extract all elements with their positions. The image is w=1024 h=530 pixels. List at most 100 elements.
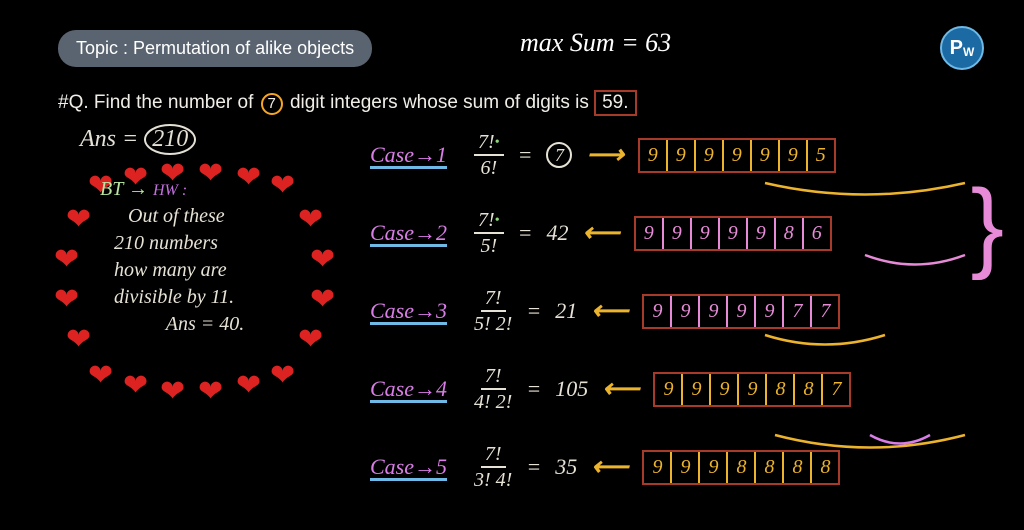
heart-icon: ❤: [310, 282, 335, 317]
logo-p: P: [950, 37, 963, 60]
digit-box: 9999887: [653, 372, 851, 407]
heart-icon: ❤: [66, 202, 91, 237]
digit-cell: 9: [672, 452, 700, 483]
case-fraction: 7!5! 2!: [474, 288, 512, 334]
case-label: Case→2: [370, 220, 460, 246]
hw-line4: divisible by 11.: [100, 284, 310, 311]
digit-cell: 5: [808, 140, 834, 171]
arrow-left-icon: ⟵: [591, 452, 628, 482]
digit-cell: 8: [776, 218, 804, 249]
cases-column: Case→17!•6!=7⟶9999995Case→27!•5!=42⟵9999…: [370, 130, 851, 520]
swoosh-icon: [860, 250, 970, 272]
ans-label: Ans =: [80, 126, 138, 152]
digit-cell: 8: [795, 374, 823, 405]
case-fraction: 7!•6!: [474, 132, 504, 178]
digit-box: 9999986: [634, 216, 832, 251]
ans-value: 210: [144, 124, 196, 155]
answer-line: Ans = 210: [80, 124, 196, 155]
logo-w: W: [963, 45, 974, 59]
digit-cell: 7: [812, 296, 838, 327]
heart-icon: ❤: [54, 282, 79, 317]
digit-cell: 9: [724, 140, 752, 171]
case-fraction: 7!3! 4!: [474, 444, 512, 490]
topic-pill: Topic : Permutation of alike objects: [58, 30, 372, 67]
digit-cell: 9: [739, 374, 767, 405]
heart-icon: ❤: [236, 368, 261, 403]
arrow-right-icon: ⟶: [586, 140, 623, 170]
digit-cell: 8: [756, 452, 784, 483]
digit-cell: 9: [644, 452, 672, 483]
heart-icon: ❤: [88, 358, 113, 393]
heart-icon: ❤: [270, 358, 295, 393]
arrow-left-icon: ⟵: [591, 296, 628, 326]
case-label: Case→4: [370, 376, 460, 402]
circled-7: 7: [261, 93, 283, 115]
digit-cell: 8: [728, 452, 756, 483]
case-value: 105: [555, 376, 588, 402]
case-row: Case→17!•6!=7⟶9999995: [370, 130, 851, 180]
digit-cell: 9: [752, 140, 780, 171]
hw-line2: 210 numbers: [100, 230, 310, 257]
case-label: Case→5: [370, 454, 460, 480]
hw-answer: Ans = 40.: [100, 311, 310, 338]
heart-icon: ❤: [66, 322, 91, 357]
case-label: Case→1: [370, 142, 460, 168]
heart-icon: ❤: [198, 374, 223, 409]
pw-logo: PW: [940, 26, 984, 70]
digit-cell: 9: [664, 218, 692, 249]
digit-cell: 8: [812, 452, 838, 483]
digit-cell: 9: [780, 140, 808, 171]
digit-cell: 9: [748, 218, 776, 249]
digit-box: 9998888: [642, 450, 840, 485]
digit-cell: 9: [720, 218, 748, 249]
heart-icon: ❤: [310, 242, 335, 277]
hw-line3: how many are: [100, 257, 310, 284]
arrow-left-icon: ⟵: [602, 374, 639, 404]
case-row: Case→5 7!3! 4! = 35 ⟵ 9998888: [370, 442, 851, 492]
heart-icon: ❤: [54, 242, 79, 277]
question-mid: digit integers whose sum of digits is: [290, 92, 589, 113]
bt-arrow: BT →: [100, 178, 148, 200]
digit-cell: 9: [668, 140, 696, 171]
digit-cell: 7: [823, 374, 849, 405]
digit-cell: 9: [640, 140, 668, 171]
arrow-left-icon: ⟵: [582, 218, 619, 248]
digit-cell: 9: [672, 296, 700, 327]
digit-cell: 9: [700, 452, 728, 483]
digit-cell: 9: [711, 374, 739, 405]
digit-cell: 9: [655, 374, 683, 405]
heart-icon: ❤: [123, 368, 148, 403]
digit-cell: 6: [804, 218, 830, 249]
hw-label: HW :: [153, 182, 187, 199]
max-sum-note: max Sum = 63: [520, 28, 671, 58]
digit-box: 9999977: [642, 294, 840, 329]
digit-cell: 7: [784, 296, 812, 327]
case-row: Case→27!•5!=42⟵9999986: [370, 208, 851, 258]
digit-cell: 9: [636, 218, 664, 249]
case-label: Case→3: [370, 298, 460, 324]
equals-sign: =: [518, 220, 533, 246]
boxed-59: 59.: [594, 90, 636, 116]
case-row: Case→37!5! 2!=21⟵9999977: [370, 286, 851, 336]
case-value: 42: [546, 220, 568, 246]
digit-cell: 9: [696, 140, 724, 171]
digit-cell: 9: [728, 296, 756, 327]
case-value: 35: [555, 454, 577, 480]
digit-cell: 9: [692, 218, 720, 249]
heart-icon: ❤: [160, 374, 185, 409]
digit-box: 9999995: [638, 138, 836, 173]
digit-cell: 9: [644, 296, 672, 327]
digit-cell: 8: [767, 374, 795, 405]
case-fraction: 7!4! 2!: [474, 366, 512, 412]
question-prefix: #Q. Find the number of: [58, 92, 253, 113]
digit-cell: 9: [700, 296, 728, 327]
digit-cell: 9: [756, 296, 784, 327]
equals-sign: =: [526, 376, 541, 402]
case-fraction: 7!•5!: [474, 210, 504, 256]
equals-sign: =: [526, 454, 541, 480]
equals-sign: =: [526, 298, 541, 324]
equals-sign: =: [518, 142, 533, 168]
case-value-circled: 7: [546, 142, 572, 168]
case-row: Case→47!4! 2!=105⟵9999887: [370, 364, 851, 414]
digit-cell: 9: [683, 374, 711, 405]
